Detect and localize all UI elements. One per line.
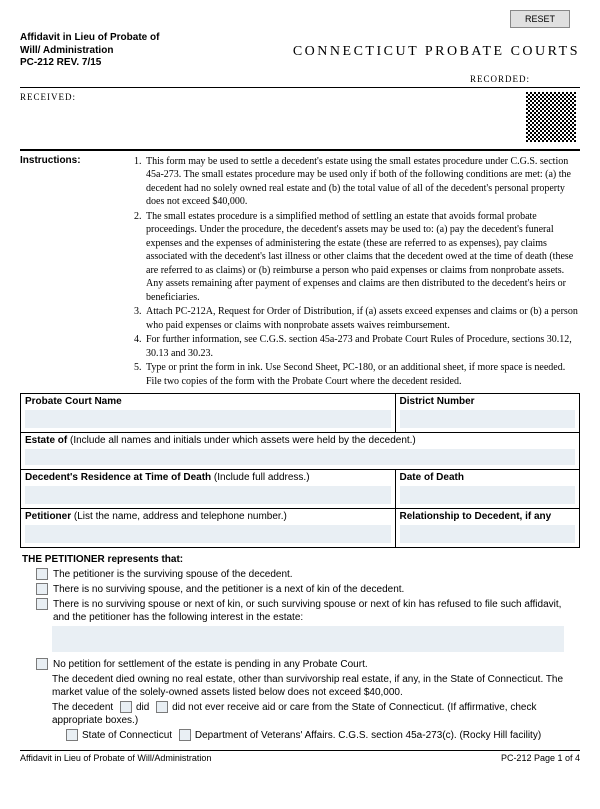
estate-of-label: Estate of (Include all names and initial…: [25, 435, 575, 448]
checkbox-other-interest-label: There is no surviving spouse or next of …: [53, 598, 578, 624]
instruction-5: Type or print the form in ink. Use Secon…: [144, 361, 580, 388]
checkbox-other-interest[interactable]: [36, 598, 48, 610]
instructions-label: Instructions:: [20, 155, 130, 390]
instruction-3: Attach PC-212A, Request for Order of Dis…: [144, 305, 580, 332]
form-title-1: Affidavit in Lieu of Probate of: [20, 32, 159, 45]
qr-code-icon: [526, 92, 576, 142]
footer-right: PC-212 Page 1 of 4: [501, 753, 580, 763]
checkbox-next-of-kin-label: There is no surviving spouse, and the pe…: [53, 583, 404, 596]
aid-sources-row: State of Connecticut Department of Veter…: [22, 729, 578, 742]
instruction-2: The small estates procedure is a simplif…: [144, 210, 580, 305]
district-number-label: District Number: [400, 396, 575, 409]
district-number-input[interactable]: [400, 410, 575, 428]
petitioner-label: Petitioner (List the name, address and t…: [25, 511, 391, 524]
checkbox-did[interactable]: [120, 701, 132, 713]
checkbox-surviving-spouse[interactable]: [36, 568, 48, 580]
instruction-1: This form may be used to settle a decede…: [144, 155, 580, 209]
checkbox-next-of-kin[interactable]: [36, 583, 48, 595]
checkbox-did-not[interactable]: [156, 701, 168, 713]
aid-care-text: The decedent did did not ever receive ai…: [22, 701, 578, 727]
residence-input[interactable]: [25, 486, 391, 504]
probate-court-name-label: Probate Court Name: [25, 396, 391, 409]
interest-description-input[interactable]: [52, 626, 564, 652]
instruction-4: For further information, see C.G.S. sect…: [144, 333, 580, 360]
checkbox-no-petition-label: No petition for settlement of the estate…: [53, 658, 368, 671]
relationship-label: Relationship to Decedent, if any: [400, 511, 575, 524]
footer-left: Affidavit in Lieu of Probate of Will/Adm…: [20, 753, 211, 763]
court-heading: CONNECTICUT PROBATE COURTS: [293, 32, 580, 60]
petitioner-represents-title: THE PETITIONER represents that:: [22, 554, 578, 565]
recorded-label: RECORDED:: [20, 70, 580, 88]
form-title-2: Will/ Administration: [20, 45, 159, 58]
checkbox-va[interactable]: [179, 729, 191, 741]
reset-button[interactable]: RESET: [510, 10, 570, 28]
date-of-death-label: Date of Death: [400, 472, 575, 485]
checkbox-no-petition[interactable]: [36, 658, 48, 670]
estate-of-input[interactable]: [25, 449, 575, 465]
no-real-estate-text: The decedent died owning no real estate,…: [22, 673, 578, 699]
petitioner-input[interactable]: [25, 525, 391, 543]
instructions-body: This form may be used to settle a decede…: [130, 155, 580, 390]
date-of-death-input[interactable]: [400, 486, 575, 504]
relationship-input[interactable]: [400, 525, 575, 543]
checkbox-state-ct[interactable]: [66, 729, 78, 741]
checkbox-surviving-spouse-label: The petitioner is the surviving spouse o…: [53, 568, 293, 581]
form-rev: PC-212 REV. 7/15: [20, 57, 159, 70]
residence-label: Decedent's Residence at Time of Death (I…: [25, 472, 391, 485]
probate-court-name-input[interactable]: [25, 410, 391, 428]
form-title-block: Affidavit in Lieu of Probate of Will/ Ad…: [20, 32, 159, 70]
received-label: RECEIVED:: [20, 92, 76, 149]
